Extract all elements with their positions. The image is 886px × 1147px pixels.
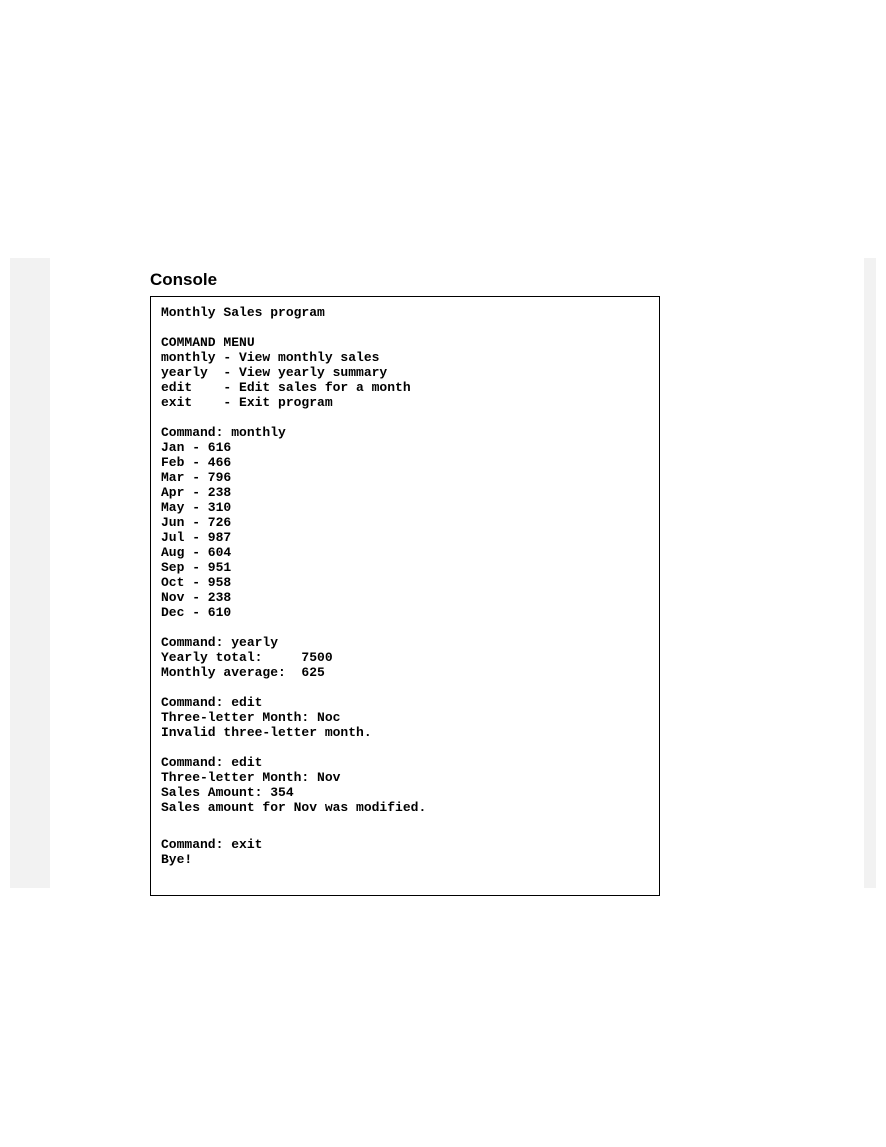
- menu-monthly: monthly - View monthly sales: [161, 350, 649, 365]
- menu-header: COMMAND MENU: [161, 335, 649, 350]
- month-apr: Apr - 238: [161, 485, 649, 500]
- blank-line: [161, 410, 649, 425]
- month-oct: Oct - 958: [161, 575, 649, 590]
- command-monthly: Command: monthly: [161, 425, 649, 440]
- edit2-confirm: Sales amount for Nov was modified.: [161, 800, 649, 815]
- month-jan: Jan - 616: [161, 440, 649, 455]
- console-box: Monthly Sales program COMMAND MENU month…: [150, 296, 660, 896]
- command-yearly: Command: yearly: [161, 635, 649, 650]
- blank-line: [161, 740, 649, 755]
- month-mar: Mar - 796: [161, 470, 649, 485]
- edit2-amount-input: Sales Amount: 354: [161, 785, 649, 800]
- menu-yearly: yearly - View yearly summary: [161, 365, 649, 380]
- edit1-month-input: Three-letter Month: Noc: [161, 710, 649, 725]
- right-margin-strip: [864, 258, 876, 888]
- yearly-total: Yearly total: 7500: [161, 650, 649, 665]
- command-edit-2: Command: edit: [161, 755, 649, 770]
- month-may: May - 310: [161, 500, 649, 515]
- month-nov: Nov - 238: [161, 590, 649, 605]
- month-jul: Jul - 987: [161, 530, 649, 545]
- menu-exit: exit - Exit program: [161, 395, 649, 410]
- month-jun: Jun - 726: [161, 515, 649, 530]
- monthly-average: Monthly average: 625: [161, 665, 649, 680]
- content-area: Console Monthly Sales program COMMAND ME…: [150, 270, 710, 896]
- left-margin-strip: [10, 258, 50, 888]
- blank-line: [161, 320, 649, 335]
- month-aug: Aug - 604: [161, 545, 649, 560]
- blank-line: [161, 815, 649, 837]
- month-sep: Sep - 951: [161, 560, 649, 575]
- month-dec: Dec - 610: [161, 605, 649, 620]
- edit1-error: Invalid three-letter month.: [161, 725, 649, 740]
- edit2-month-input: Three-letter Month: Nov: [161, 770, 649, 785]
- console-heading: Console: [150, 270, 710, 290]
- blank-line: [161, 620, 649, 635]
- command-exit: Command: exit: [161, 837, 649, 852]
- bye-message: Bye!: [161, 852, 649, 867]
- page-wrapper: Console Monthly Sales program COMMAND ME…: [0, 258, 886, 888]
- program-title: Monthly Sales program: [161, 305, 649, 320]
- command-edit-1: Command: edit: [161, 695, 649, 710]
- month-feb: Feb - 466: [161, 455, 649, 470]
- blank-line: [161, 680, 649, 695]
- menu-edit: edit - Edit sales for a month: [161, 380, 649, 395]
